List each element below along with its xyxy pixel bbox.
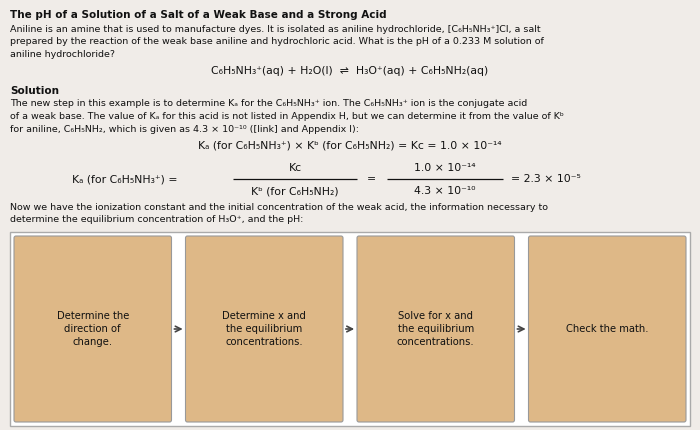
Text: Determine the
direction of
change.: Determine the direction of change. [57, 311, 129, 347]
FancyBboxPatch shape [357, 236, 514, 422]
FancyBboxPatch shape [14, 236, 172, 422]
Text: = 2.3 × 10⁻⁵: = 2.3 × 10⁻⁵ [511, 174, 581, 184]
Text: Kₐ (for C₆H₅NH₃⁺) × Kᵇ (for C₆H₅NH₂) = Kᴄ = 1.0 × 10⁻¹⁴: Kₐ (for C₆H₅NH₃⁺) × Kᵇ (for C₆H₅NH₂) = K… [198, 141, 502, 151]
Text: prepared by the reaction of the weak base aniline and hydrochloric acid. What is: prepared by the reaction of the weak bas… [10, 37, 544, 46]
Text: C₆H₅NH₃⁺(aq) + H₂O(l)  ⇌  H₃O⁺(aq) + C₆H₅NH₂(aq): C₆H₅NH₃⁺(aq) + H₂O(l) ⇌ H₃O⁺(aq) + C₆H₅N… [211, 67, 489, 77]
FancyBboxPatch shape [528, 236, 686, 422]
Text: for aniline, C₆H₅NH₂, which is given as 4.3 × 10⁻¹⁰ ([link] and Appendix I):: for aniline, C₆H₅NH₂, which is given as … [10, 125, 359, 133]
FancyBboxPatch shape [186, 236, 343, 422]
Text: =: = [367, 174, 376, 184]
Text: Kᵇ (for C₆H₅NH₂): Kᵇ (for C₆H₅NH₂) [251, 186, 339, 196]
Text: Check the math.: Check the math. [566, 324, 648, 334]
FancyBboxPatch shape [10, 232, 690, 426]
Text: Solve for x and
the equilibrium
concentrations.: Solve for x and the equilibrium concentr… [397, 311, 475, 347]
Text: Determine x and
the equilibrium
concentrations.: Determine x and the equilibrium concentr… [223, 311, 306, 347]
Text: 1.0 × 10⁻¹⁴: 1.0 × 10⁻¹⁴ [414, 163, 476, 173]
Text: Now we have the ionization constant and the initial concentration of the weak ac: Now we have the ionization constant and … [10, 203, 548, 212]
Text: Aniline is an amine that is used to manufacture dyes. It is isolated as aniline : Aniline is an amine that is used to manu… [10, 25, 540, 34]
Text: 4.3 × 10⁻¹⁰: 4.3 × 10⁻¹⁰ [414, 186, 476, 196]
Text: aniline hydrochloride?: aniline hydrochloride? [10, 50, 115, 59]
Text: The new step in this example is to determine Kₐ for the C₆H₅NH₃⁺ ion. The C₆H₅NH: The new step in this example is to deter… [10, 99, 527, 108]
Text: The pH of a Solution of a Salt of a Weak Base and a Strong Acid: The pH of a Solution of a Salt of a Weak… [10, 10, 386, 20]
Text: Kₐ (for C₆H₅NH₃⁺) =: Kₐ (for C₆H₅NH₃⁺) = [72, 174, 178, 184]
Text: of a weak base. The value of Kₐ for this acid is not listed in Appendix H, but w: of a weak base. The value of Kₐ for this… [10, 112, 564, 121]
Text: Solution: Solution [10, 86, 59, 96]
Text: determine the equilibrium concentration of H₃O⁺, and the pH:: determine the equilibrium concentration … [10, 215, 303, 224]
Text: Kᴄ: Kᴄ [288, 163, 302, 173]
